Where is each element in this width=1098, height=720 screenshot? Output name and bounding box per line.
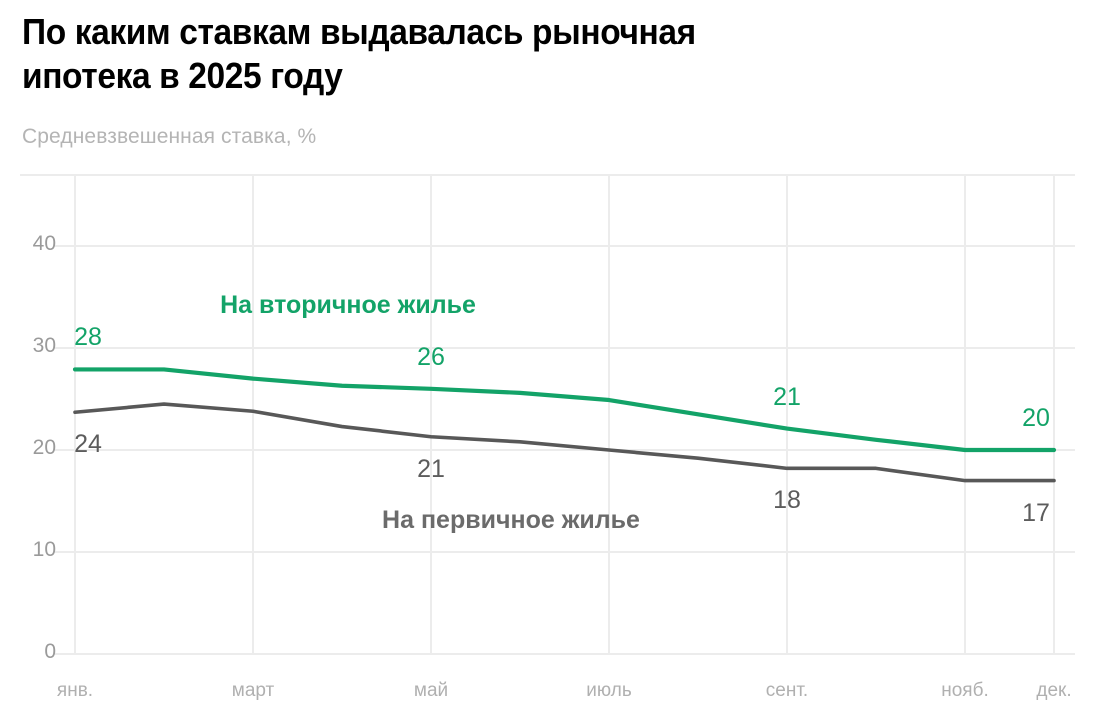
y-axis-tick-label: 20 [32, 436, 56, 459]
page-title: По каким ставкам выдавалась рыночная ипо… [22, 11, 696, 96]
data-label-primary: 21 [417, 454, 445, 483]
data-label-primary: 24 [74, 430, 102, 459]
chart-plot-area: 0 10 20 30 40 янв. март май июль сент. нояб. дек. … [0, 168, 1098, 720]
x-axis-tick-label: сент. [765, 680, 809, 701]
y-axis-tick-label: 40 [32, 232, 56, 255]
data-label-secondary: 21 [773, 382, 801, 411]
data-label-primary: 18 [773, 486, 801, 515]
x-axis-tick-label: май [413, 680, 449, 701]
series-lines [72, 367, 1057, 483]
x-axis-tick-label: дек. [1036, 680, 1072, 701]
y-axis-tick-label: 10 [32, 538, 56, 561]
data-label-secondary: 26 [417, 342, 445, 371]
series-line-secondary [72, 367, 1057, 453]
x-axis-tick-label: март [231, 680, 275, 701]
series-label-secondary: На вторичное жилье [220, 291, 476, 319]
x-axis-tick-label: июль [586, 680, 632, 701]
y-axis-tick-label: 0 [44, 640, 56, 663]
x-axis-tick-label: нояб. [941, 680, 989, 701]
series-label-primary: На первичное жилье [382, 506, 640, 534]
y-axis-tick-label: 30 [32, 334, 56, 357]
data-label-primary: 17 [1022, 498, 1050, 527]
line-chart-svg [20, 174, 1075, 655]
data-label-secondary: 28 [74, 323, 102, 352]
gridlines [20, 174, 1075, 655]
x-axis-tick-label: янв. [56, 680, 94, 701]
data-label-secondary: 20 [1022, 404, 1050, 432]
series-line-primary [73, 402, 1056, 483]
chart-subtitle: Средневзвешенная ставка, % [22, 125, 317, 148]
